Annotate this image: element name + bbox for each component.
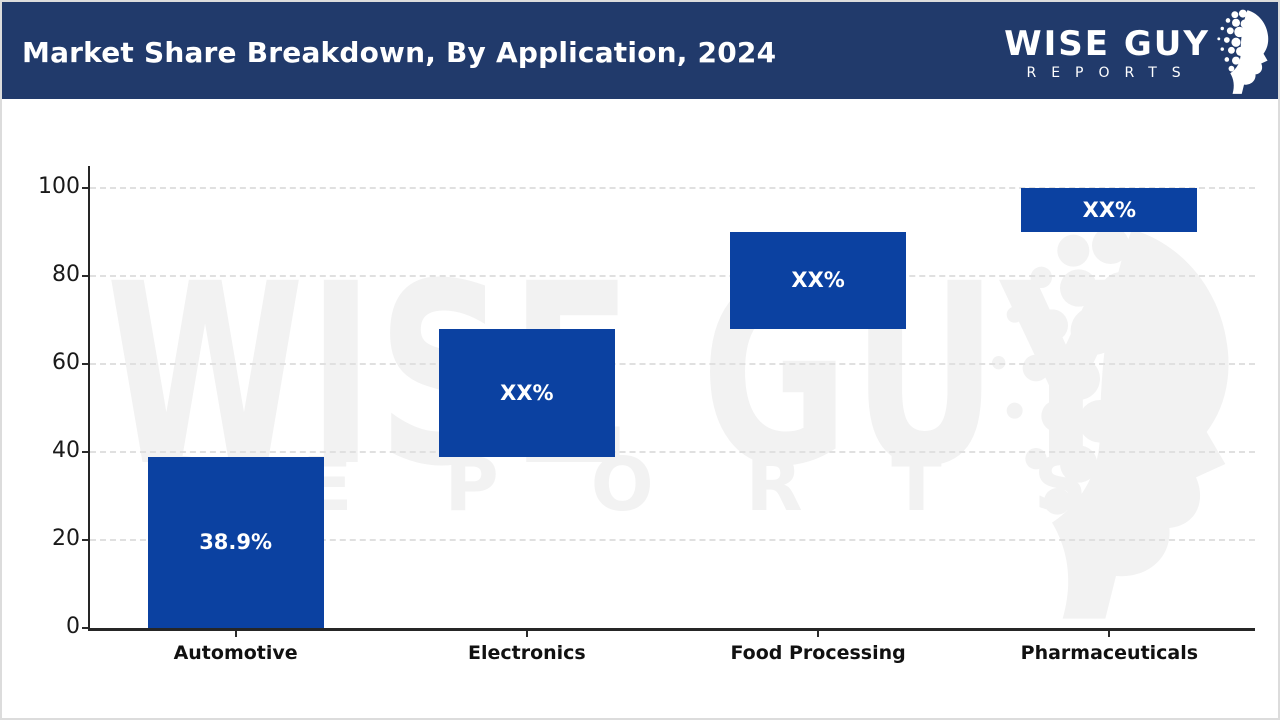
x-tick-mark [817, 628, 820, 637]
y-tick-mark [82, 363, 90, 365]
y-tick-mark [82, 627, 90, 629]
x-axis-label: Pharmaceuticals [1020, 642, 1199, 664]
y-tick-label: 100 [38, 174, 80, 199]
y-tick-label: 60 [52, 350, 80, 375]
y-tick-mark [82, 275, 90, 277]
wise-guy-reports-logo: WISE GUY REPORTS [1004, 8, 1270, 96]
bar-value-label: XX% [791, 268, 845, 293]
x-axis-label: Electronics [467, 642, 586, 664]
chart-title: Market Share Breakdown, By Application, … [22, 36, 777, 69]
gridline [90, 363, 1255, 365]
x-tick-mark [525, 628, 528, 637]
y-tick-label: 0 [66, 614, 80, 639]
gridline [90, 187, 1255, 189]
gridline [90, 451, 1255, 453]
y-tick-label: 80 [52, 262, 80, 287]
bar-value-label: XX% [1082, 198, 1137, 222]
x-axis-line [88, 628, 1255, 631]
x-tick-mark [1108, 628, 1111, 637]
bar-electronics: XX% [438, 328, 615, 457]
x-axis-label: Food Processing [730, 642, 906, 664]
bar-pharmaceuticals: XX% [1021, 188, 1198, 232]
x-axis-label: Automotive [173, 642, 298, 664]
bar-food-processing: XX% [730, 232, 907, 329]
y-tick-mark [82, 451, 90, 453]
y-tick-mark [82, 539, 90, 541]
gridline [90, 539, 1255, 541]
bar-value-label: XX% [500, 380, 554, 405]
header-bar: Market Share Breakdown, By Application, … [2, 2, 1278, 99]
y-tick-label: 20 [52, 526, 80, 551]
y-axis-line [88, 166, 90, 631]
logo-wordmark: WISE GUY [1004, 23, 1210, 64]
bar-automotive: 38.9% [147, 456, 324, 628]
bar-value-label: 38.9% [199, 530, 273, 555]
y-tick-mark [82, 187, 90, 189]
logo-subtext: REPORTS [1026, 64, 1196, 81]
gridline [90, 275, 1255, 277]
x-tick-mark [234, 628, 237, 637]
y-tick-label: 40 [52, 438, 80, 463]
